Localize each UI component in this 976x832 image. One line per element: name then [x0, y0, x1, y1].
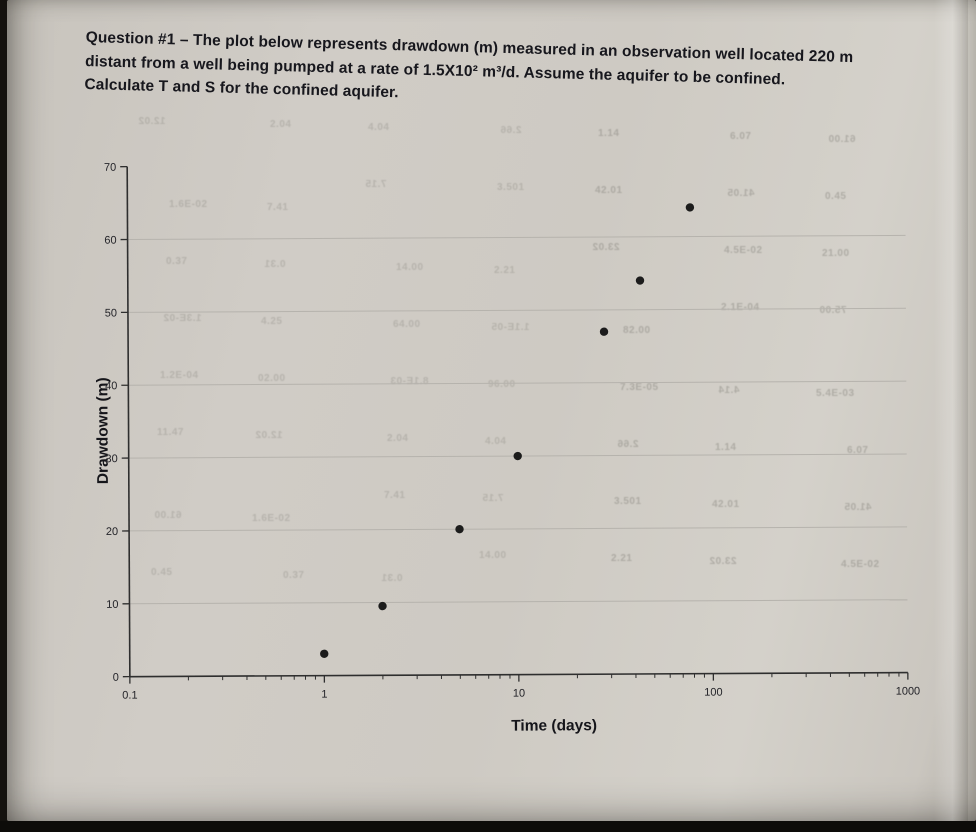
data-point: [635, 276, 645, 285]
y-tick-label: 50: [105, 307, 117, 319]
y-tick-label: 0: [113, 672, 119, 684]
y-axis-line: [126, 166, 131, 677]
x-tick-label: 10: [513, 688, 525, 700]
gridline: [127, 307, 906, 313]
data-point: [378, 601, 387, 611]
data-point: [599, 327, 609, 336]
data-point: [685, 203, 695, 212]
y-tick-label: 60: [104, 235, 116, 247]
x-tick-label: 1: [321, 689, 327, 701]
y-tick-label: 70: [104, 162, 116, 174]
data-point: [455, 524, 464, 534]
x-tick-label: 100: [704, 687, 722, 699]
photo-edge-bottom: [0, 821, 976, 832]
photo-edge-left: [0, 0, 7, 832]
drawdown-chart: Drawdown (m) 0 10 20 30 40 50 60 70 0.1 1 10 100 100…: [60, 127, 943, 782]
y-tick-label: 20: [106, 526, 118, 538]
x-tick-label: 0.1: [122, 690, 137, 702]
y-tick-label: 30: [105, 453, 117, 465]
x-axis-label: Time (days): [511, 717, 598, 735]
data-point: [513, 451, 522, 461]
gridline: [128, 380, 907, 386]
y-tick-label: 40: [105, 380, 117, 392]
paper-sheet: [7, 0, 976, 821]
y-tick-label: 10: [106, 599, 118, 611]
drawdown-plot-svg: 0 10 20 30 40 50 60 70 0.1 1 10 100 1000: [104, 162, 921, 702]
gridline: [129, 599, 908, 605]
data-point: [320, 649, 329, 658]
gridline: [129, 526, 908, 532]
x-tick-label: 1000: [896, 686, 921, 698]
gridline: [127, 234, 906, 241]
